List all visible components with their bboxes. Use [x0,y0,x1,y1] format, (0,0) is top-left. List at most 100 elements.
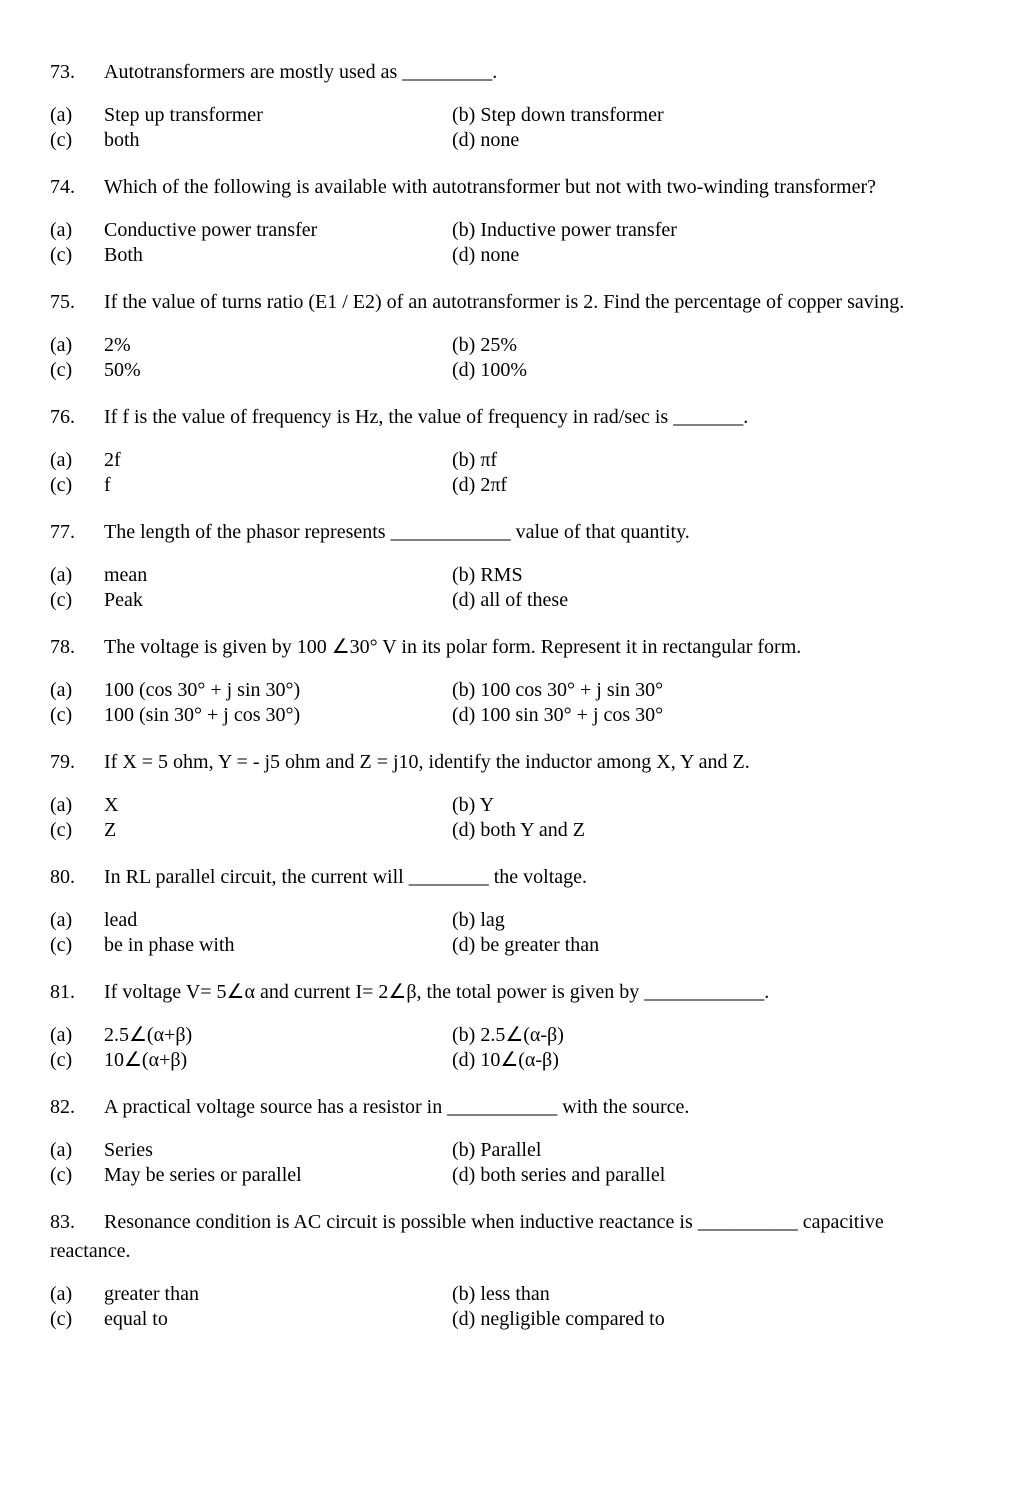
option-label-c: (c) [50,933,104,958]
option-label-a: (a) [50,448,104,473]
question-number: 81. [50,980,104,1005]
question-block: 79.If X = 5 ohm, Y = - j5 ohm and Z = j1… [50,750,974,843]
option-text-b: (b) less than [452,1282,974,1307]
option-row: (a)100 (cos 30° + j sin 30°)(b) 100 cos … [50,678,974,703]
option-text-c: Peak [104,588,452,613]
question-block: 81.If voltage V= 5∠α and current I= 2∠β,… [50,980,974,1073]
option-label-c: (c) [50,703,104,728]
option-text-d: (d) both Y and Z [452,818,974,843]
question-number: 82. [50,1095,104,1120]
option-row: (c)be in phase with(d) be greater than [50,933,974,958]
option-text-a: X [104,793,452,818]
option-text-c: 50% [104,358,452,383]
option-text-b: (b) Y [452,793,974,818]
option-label-a: (a) [50,1282,104,1307]
option-text-b: (b) RMS [452,563,974,588]
question-text: The voltage is given by 100 ∠30° V in it… [104,635,974,660]
option-row: (c)50%(d) 100% [50,358,974,383]
option-row: (c)May be series or parallel(d) both ser… [50,1163,974,1188]
option-text-a: greater than [104,1282,452,1307]
option-row: (a)2f(b) πf [50,448,974,473]
question-number: 73. [50,60,104,85]
question-row: 80.In RL parallel circuit, the current w… [50,865,974,890]
option-row: (c)equal to(d) negligible compared to [50,1307,974,1332]
option-text-c: be in phase with [104,933,452,958]
option-text-b: (b) Step down transformer [452,103,974,128]
option-text-c: Z [104,818,452,843]
question-block: 74.Which of the following is available w… [50,175,974,268]
option-text-d: (d) 10∠(α-β) [452,1048,974,1073]
option-text-c: equal to [104,1307,452,1332]
option-text-d: (d) none [452,243,974,268]
option-text-a: 2f [104,448,452,473]
option-label-a: (a) [50,908,104,933]
option-row: (c)100 (sin 30° + j cos 30°)(d) 100 sin … [50,703,974,728]
question-number: 83. [50,1210,104,1235]
question-text: Autotransformers are mostly used as ____… [104,60,974,85]
option-label-c: (c) [50,818,104,843]
question-row: 78.The voltage is given by 100 ∠30° V in… [50,635,974,660]
question-number: 79. [50,750,104,775]
question-row: 79.If X = 5 ohm, Y = - j5 ohm and Z = j1… [50,750,974,775]
question-text: Resonance condition is AC circuit is pos… [104,1210,974,1235]
option-text-b: (b) Inductive power transfer [452,218,974,243]
question-number: 77. [50,520,104,545]
option-label-c: (c) [50,358,104,383]
question-block: 75.If the value of turns ratio (E1 / E2)… [50,290,974,383]
option-label-c: (c) [50,128,104,153]
option-label-c: (c) [50,1048,104,1073]
question-wrap-text: reactance. [50,1239,130,1264]
option-row: (a)Conductive power transfer(b) Inductiv… [50,218,974,243]
question-text: If X = 5 ohm, Y = - j5 ohm and Z = j10, … [104,750,974,775]
question-text: Which of the following is available with… [104,175,974,200]
option-label-a: (a) [50,333,104,358]
question-block: 73.Autotransformers are mostly used as _… [50,60,974,153]
option-label-a: (a) [50,793,104,818]
option-label-c: (c) [50,1163,104,1188]
option-text-d: (d) all of these [452,588,974,613]
option-row: (a)greater than(b) less than [50,1282,974,1307]
option-text-a: lead [104,908,452,933]
question-row: 83.Resonance condition is AC circuit is … [50,1210,974,1235]
option-row: (c)both(d) none [50,128,974,153]
question-number: 75. [50,290,104,315]
option-text-b: (b) lag [452,908,974,933]
option-text-a: Step up transformer [104,103,452,128]
option-row: (a)lead(b) lag [50,908,974,933]
option-row: (a)2%(b) 25% [50,333,974,358]
question-block: 78.The voltage is given by 100 ∠30° V in… [50,635,974,728]
option-row: (c)f(d) 2πf [50,473,974,498]
option-label-a: (a) [50,1023,104,1048]
question-text: If f is the value of frequency is Hz, th… [104,405,974,430]
option-row: (c)Both(d) none [50,243,974,268]
option-row: (a)X(b) Y [50,793,974,818]
question-number: 78. [50,635,104,660]
question-row: 74.Which of the following is available w… [50,175,974,200]
option-label-c: (c) [50,473,104,498]
option-text-a: 100 (cos 30° + j sin 30°) [104,678,452,703]
option-label-c: (c) [50,588,104,613]
option-row: (a)Step up transformer(b) Step down tran… [50,103,974,128]
question-block: 76.If f is the value of frequency is Hz,… [50,405,974,498]
question-row: 76.If f is the value of frequency is Hz,… [50,405,974,430]
option-text-c: 10∠(α+β) [104,1048,452,1073]
option-text-d: (d) 100 sin 30° + j cos 30° [452,703,974,728]
option-text-b: (b) 25% [452,333,974,358]
question-wrap-row: reactance. [50,1239,974,1264]
option-text-d: (d) both series and parallel [452,1163,974,1188]
question-block: 82.A practical voltage source has a resi… [50,1095,974,1188]
option-label-a: (a) [50,678,104,703]
option-text-c: Both [104,243,452,268]
question-block: 80.In RL parallel circuit, the current w… [50,865,974,958]
option-label-a: (a) [50,103,104,128]
option-text-a: Conductive power transfer [104,218,452,243]
option-row: (c)10∠(α+β)(d) 10∠(α-β) [50,1048,974,1073]
option-text-c: both [104,128,452,153]
option-text-c: f [104,473,452,498]
question-number: 76. [50,405,104,430]
option-text-d: (d) none [452,128,974,153]
option-text-a: mean [104,563,452,588]
option-label-a: (a) [50,218,104,243]
question-block: 77.The length of the phasor represents _… [50,520,974,613]
question-text: The length of the phasor represents ____… [104,520,974,545]
